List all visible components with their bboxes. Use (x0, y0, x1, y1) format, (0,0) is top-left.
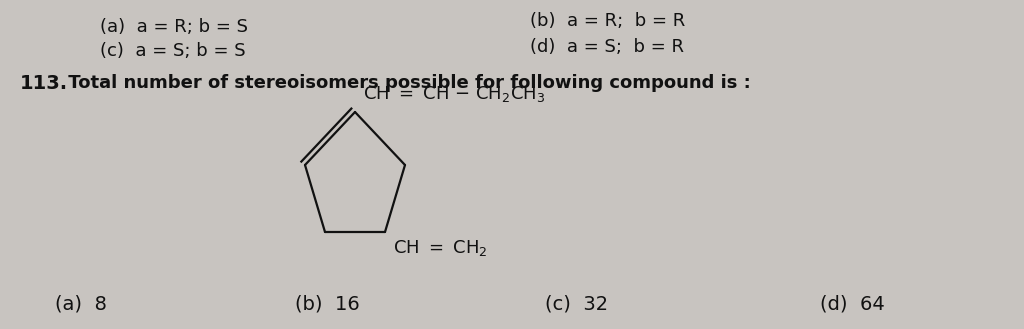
Text: (c)  a = S; b = S: (c) a = S; b = S (100, 42, 246, 60)
Text: (a)  8: (a) 8 (55, 295, 106, 314)
Text: (c)  32: (c) 32 (545, 295, 608, 314)
Text: (d)  64: (d) 64 (820, 295, 885, 314)
Text: (d)  a = S;  b = R: (d) a = S; b = R (530, 38, 684, 56)
Text: 113.: 113. (20, 74, 69, 93)
Text: CH $=$ CH$_2$: CH $=$ CH$_2$ (393, 238, 487, 258)
Text: Total number of stereoisomers possible for following compound is :: Total number of stereoisomers possible f… (62, 74, 751, 92)
Text: (b)  a = R;  b = R: (b) a = R; b = R (530, 12, 685, 30)
Text: CH $=$ CH $-$ CH$_2$CH$_3$: CH $=$ CH $-$ CH$_2$CH$_3$ (362, 84, 546, 104)
Text: (a)  a = R; b = S: (a) a = R; b = S (100, 18, 248, 36)
Text: (b)  16: (b) 16 (295, 295, 359, 314)
